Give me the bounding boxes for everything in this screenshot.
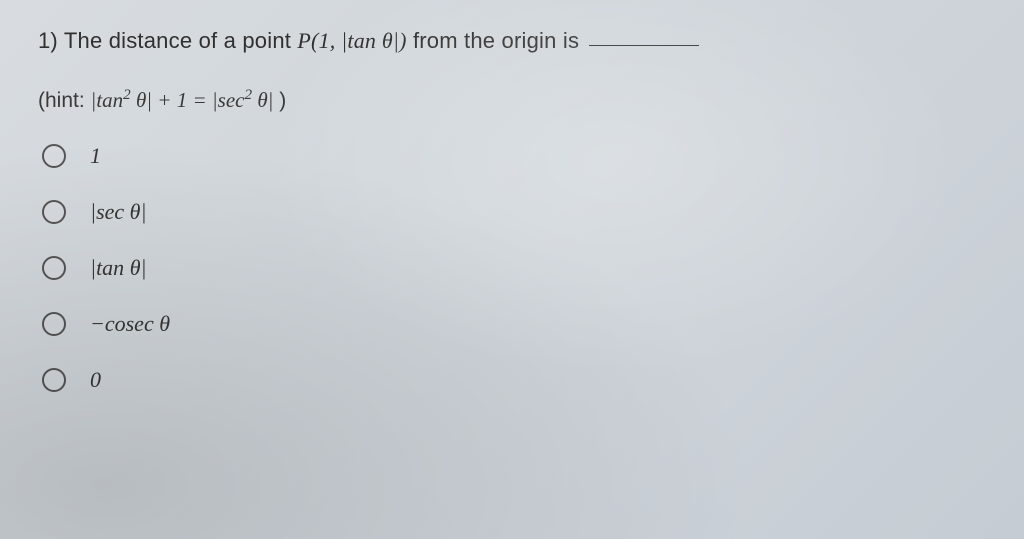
radio-icon[interactable] xyxy=(42,312,66,336)
option-1[interactable]: |sec θ| xyxy=(42,199,986,225)
question-page: 1) The distance of a point P(1, |tan θ|)… xyxy=(0,0,1024,421)
option-label: 1 xyxy=(90,143,101,169)
radio-icon[interactable] xyxy=(42,144,66,168)
option-label: |tan θ| xyxy=(90,255,147,281)
option-label: 0 xyxy=(90,367,101,393)
option-label: −cosec θ xyxy=(90,311,170,337)
hint-text: (hint: |tan2 θ| + 1 = |sec2 θ| ) xyxy=(38,88,986,113)
hint-expr: |tan2 θ| + 1 = |sec2 θ| xyxy=(91,88,274,112)
radio-icon[interactable] xyxy=(42,200,66,224)
option-0[interactable]: 1 xyxy=(42,143,986,169)
question-text: 1) The distance of a point P(1, |tan θ|)… xyxy=(38,28,986,54)
question-number: 1) xyxy=(38,28,58,53)
option-3[interactable]: −cosec θ xyxy=(42,311,986,337)
question-point-expr: P(1, |tan θ|) xyxy=(297,28,406,53)
hint-prefix: (hint: xyxy=(38,89,91,112)
hint-suffix: ) xyxy=(279,89,286,112)
option-4[interactable]: 0 xyxy=(42,367,986,393)
option-2[interactable]: |tan θ| xyxy=(42,255,986,281)
options-list: 1 |sec θ| |tan θ| −cosec θ 0 xyxy=(42,143,986,393)
radio-icon[interactable] xyxy=(42,368,66,392)
option-label: |sec θ| xyxy=(90,199,147,225)
question-prefix: The distance of a point xyxy=(64,28,298,53)
question-suffix: from the origin is xyxy=(413,28,586,53)
answer-blank[interactable] xyxy=(589,45,699,46)
radio-icon[interactable] xyxy=(42,256,66,280)
